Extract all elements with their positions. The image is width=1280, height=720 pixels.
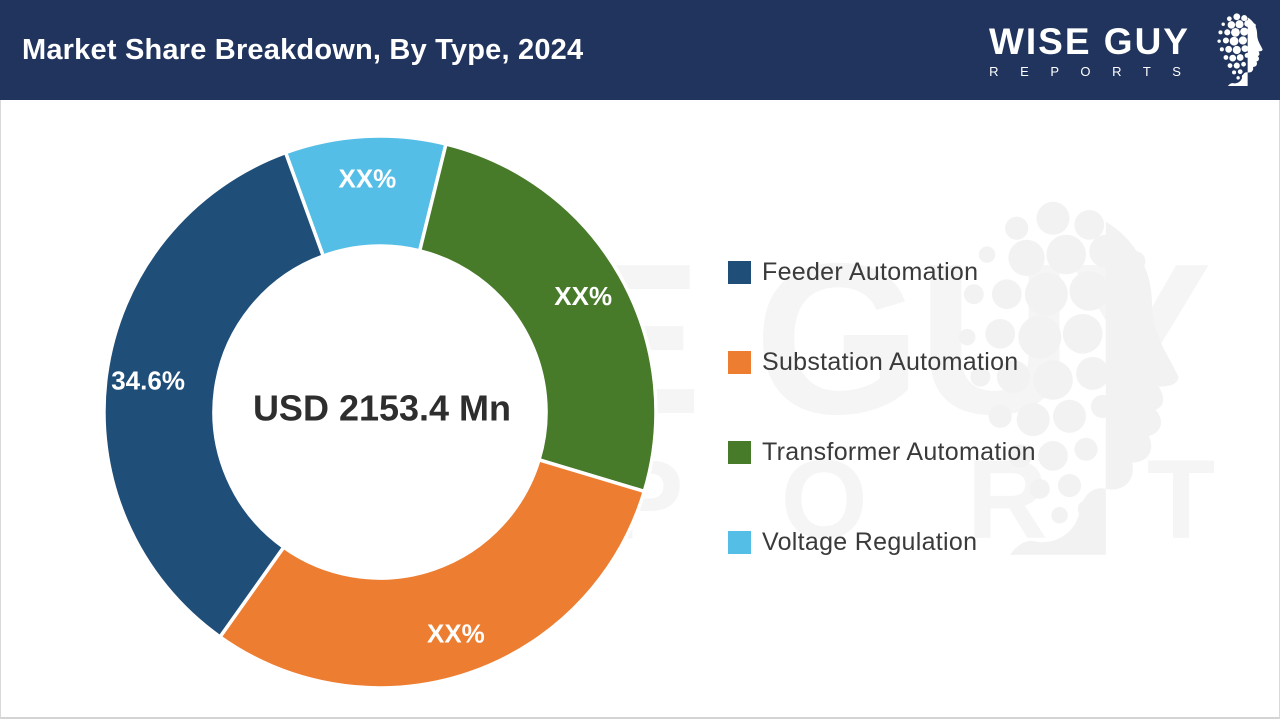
donut-center-circle bbox=[214, 246, 546, 578]
legend-item-transformer-automation: Transformer Automation bbox=[728, 437, 1036, 467]
donut-chart: XX% XX% XX% 34.6% USD 2153.4 Mn bbox=[102, 134, 658, 690]
legend-swatch bbox=[728, 530, 751, 554]
legend-label: Transformer Automation bbox=[762, 437, 1036, 466]
page-title: Market Share Breakdown, By Type, 2024 bbox=[22, 33, 584, 66]
pie-segment-feeder-automation bbox=[102, 150, 326, 640]
legend-swatch bbox=[728, 260, 751, 284]
segment-value-label: XX% bbox=[554, 281, 612, 311]
donut-center-value: USD 2153.4 Mn bbox=[253, 388, 511, 429]
segment-value-label: XX% bbox=[427, 618, 485, 648]
legend-item-substation-automation: Substation Automation bbox=[728, 347, 1036, 377]
chart-legend: Feeder Automation Substation Automation Tr… bbox=[728, 257, 1036, 617]
logo-subtext: R E P O R T S bbox=[989, 63, 1190, 79]
segment-value-label: XX% bbox=[338, 163, 396, 193]
wise-guy-reports-logo: WISE GUY R E P O R T S bbox=[989, 0, 1264, 100]
segment-value-label: 34.6% bbox=[111, 366, 185, 396]
header-bar: Market Share Breakdown, By Type, 2024 WI… bbox=[0, 0, 1280, 100]
legend-label: Voltage Regulation bbox=[762, 527, 978, 556]
legend-label: Feeder Automation bbox=[762, 257, 979, 286]
legend-swatch bbox=[728, 350, 751, 374]
legend-item-voltage-regulation: Voltage Regulation bbox=[728, 527, 1036, 557]
legend-label: Substation Automation bbox=[762, 347, 1019, 376]
legend-item-feeder-automation: Feeder Automation bbox=[728, 257, 1036, 287]
logo-wordmark: WISE GUY bbox=[988, 20, 1190, 62]
logo-face-icon bbox=[1217, 13, 1263, 86]
legend-swatch bbox=[728, 440, 751, 464]
